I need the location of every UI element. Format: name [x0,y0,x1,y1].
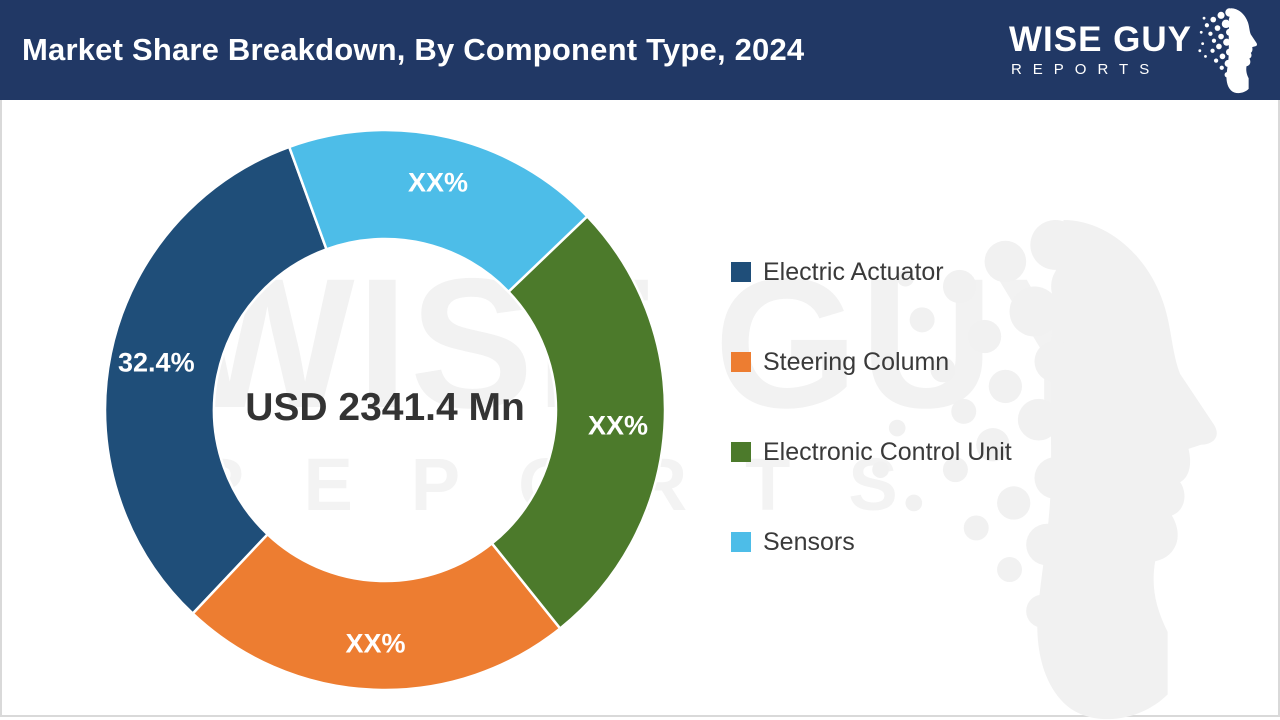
slice-label-sensors: XX% [408,168,468,198]
legend-label: Electric Actuator [763,257,944,286]
header-bar: Market Share Breakdown, By Component Typ… [0,0,1280,100]
chart-area: WISE GUY REPORTS 32.4%XX%XX%XX% USD 2341… [0,100,1280,720]
legend-label: Steering Column [763,347,950,376]
chart-title: Market Share Breakdown, By Component Typ… [22,32,805,67]
wise-guy-logo-text: WISE GUY REPORTS [1009,22,1192,78]
logo-reports-text: REPORTS [1010,61,1161,78]
legend-item-sensors: Sensors [731,526,1012,558]
legend-swatch-electronic-control-unit [731,442,751,462]
wise-guy-logo: WISE GUY REPORTS [1009,4,1258,96]
donut-slice-sensors [287,128,589,293]
legend-swatch-steering-column [731,352,751,372]
donut-slice-electronic-control-unit [490,215,667,630]
legend-item-electronic-control-unit: Electronic Control Unit [731,436,1012,468]
legend-label: Sensors [763,527,855,556]
logo-wiseguy-text: WISE GUY [1008,20,1192,59]
legend: Electric Actuator Steering Column Electron… [731,256,1012,616]
legend-item-electric-actuator: Electric Actuator [731,256,1012,288]
donut-chart: 32.4% XX% XX% XX% [103,128,667,692]
legend-label: Electronic Control Unit [763,437,1012,466]
wise-guy-head-icon [1198,8,1258,94]
slice-label-electronic-control-unit: XX% [588,410,648,440]
slice-label-steering-column: XX% [345,628,405,658]
donut-center-value: USD 2341.4 Mn [245,386,525,429]
legend-swatch-sensors [731,532,751,552]
legend-item-steering-column: Steering Column [731,346,1012,378]
slice-label-electric-actuator: 32.4% [118,348,195,378]
legend-swatch-electric-actuator [731,262,751,282]
donut-slice-steering-column [191,533,562,692]
donut-slice-electric-actuator [103,145,328,615]
